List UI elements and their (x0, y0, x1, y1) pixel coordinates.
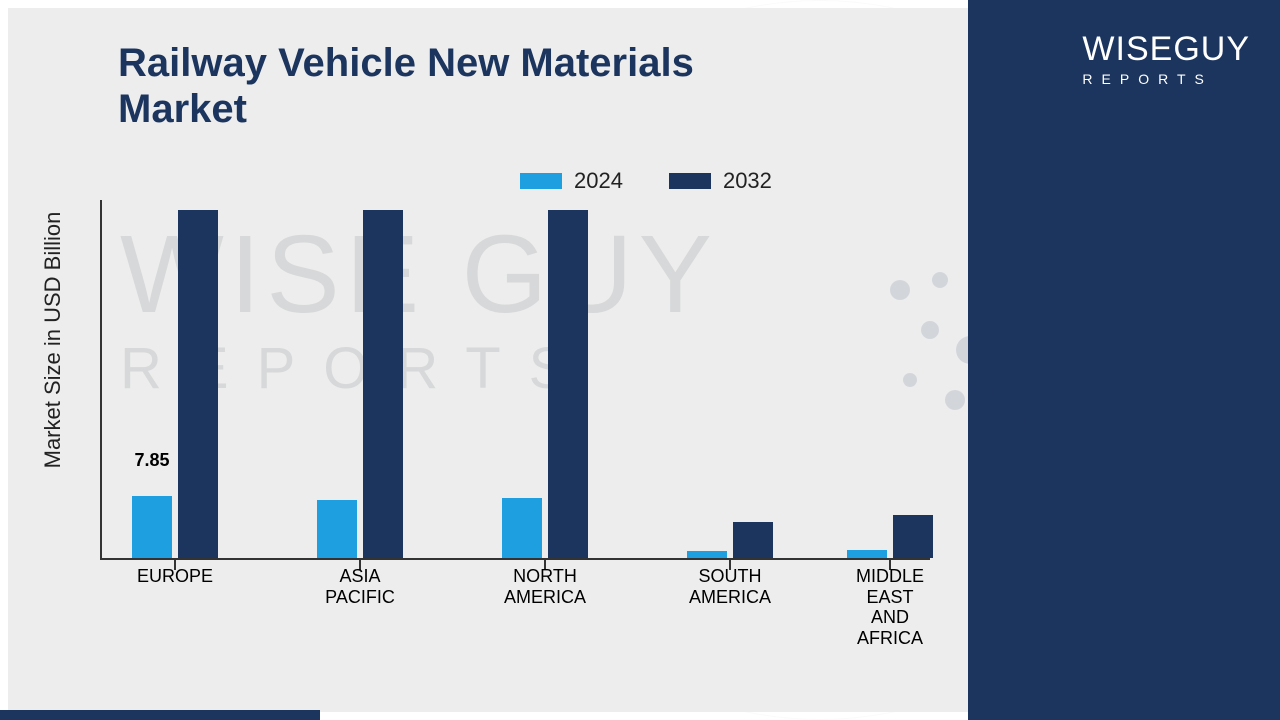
bar-value-label: 7.85 (134, 450, 169, 471)
legend-swatch-2032 (669, 173, 711, 189)
bar-middle-east-and-africa-2032 (893, 515, 933, 559)
chart-title: Railway Vehicle New Materials Market (118, 40, 758, 132)
bar-europe-2024 (132, 496, 172, 558)
bar-europe-2032 (178, 210, 218, 558)
legend: 2024 2032 (520, 168, 772, 194)
bar-north-america-2024 (502, 498, 542, 558)
x-axis-category-label: SOUTHAMERICA (655, 566, 805, 607)
brand-subline: REPORTS (1082, 71, 1250, 87)
x-axis-category-label: NORTHAMERICA (470, 566, 620, 607)
bar-south-america-2032 (733, 522, 773, 558)
bar-asia-pacific-2032 (363, 210, 403, 558)
legend-swatch-2024 (520, 173, 562, 189)
legend-item-2024: 2024 (520, 168, 623, 194)
bar-middle-east-and-africa-2024 (847, 550, 887, 558)
bar-asia-pacific-2024 (317, 500, 357, 558)
brand-word-2: GUY (1173, 30, 1250, 68)
plot-area: 7.85 (100, 200, 930, 560)
x-axis-category-label: MIDDLEEASTANDAFRICA (815, 566, 965, 649)
legend-label-2032: 2032 (723, 168, 772, 194)
footer-accent-bar (0, 710, 320, 720)
x-axis-category-label: ASIAPACIFIC (285, 566, 435, 607)
brand-word-1: WISE (1082, 30, 1173, 68)
right-band (968, 0, 1280, 720)
stage: WISE GUY REPORTS Railway Vehicle New Mat… (0, 0, 1280, 720)
y-axis-line (100, 200, 102, 560)
x-axis-labels: EUROPE ASIAPACIFIC NORTHAMERICA SOUTHAMERIC… (100, 562, 930, 682)
x-axis-line (100, 558, 930, 560)
bar-north-america-2032 (548, 210, 588, 558)
brand-logo: WISEGUY REPORTS (1082, 30, 1250, 87)
x-axis-category-label: EUROPE (100, 566, 250, 587)
bar-south-america-2024 (687, 551, 727, 558)
y-axis-label: Market Size in USD Billion (40, 140, 66, 540)
legend-item-2032: 2032 (669, 168, 772, 194)
legend-label-2024: 2024 (574, 168, 623, 194)
